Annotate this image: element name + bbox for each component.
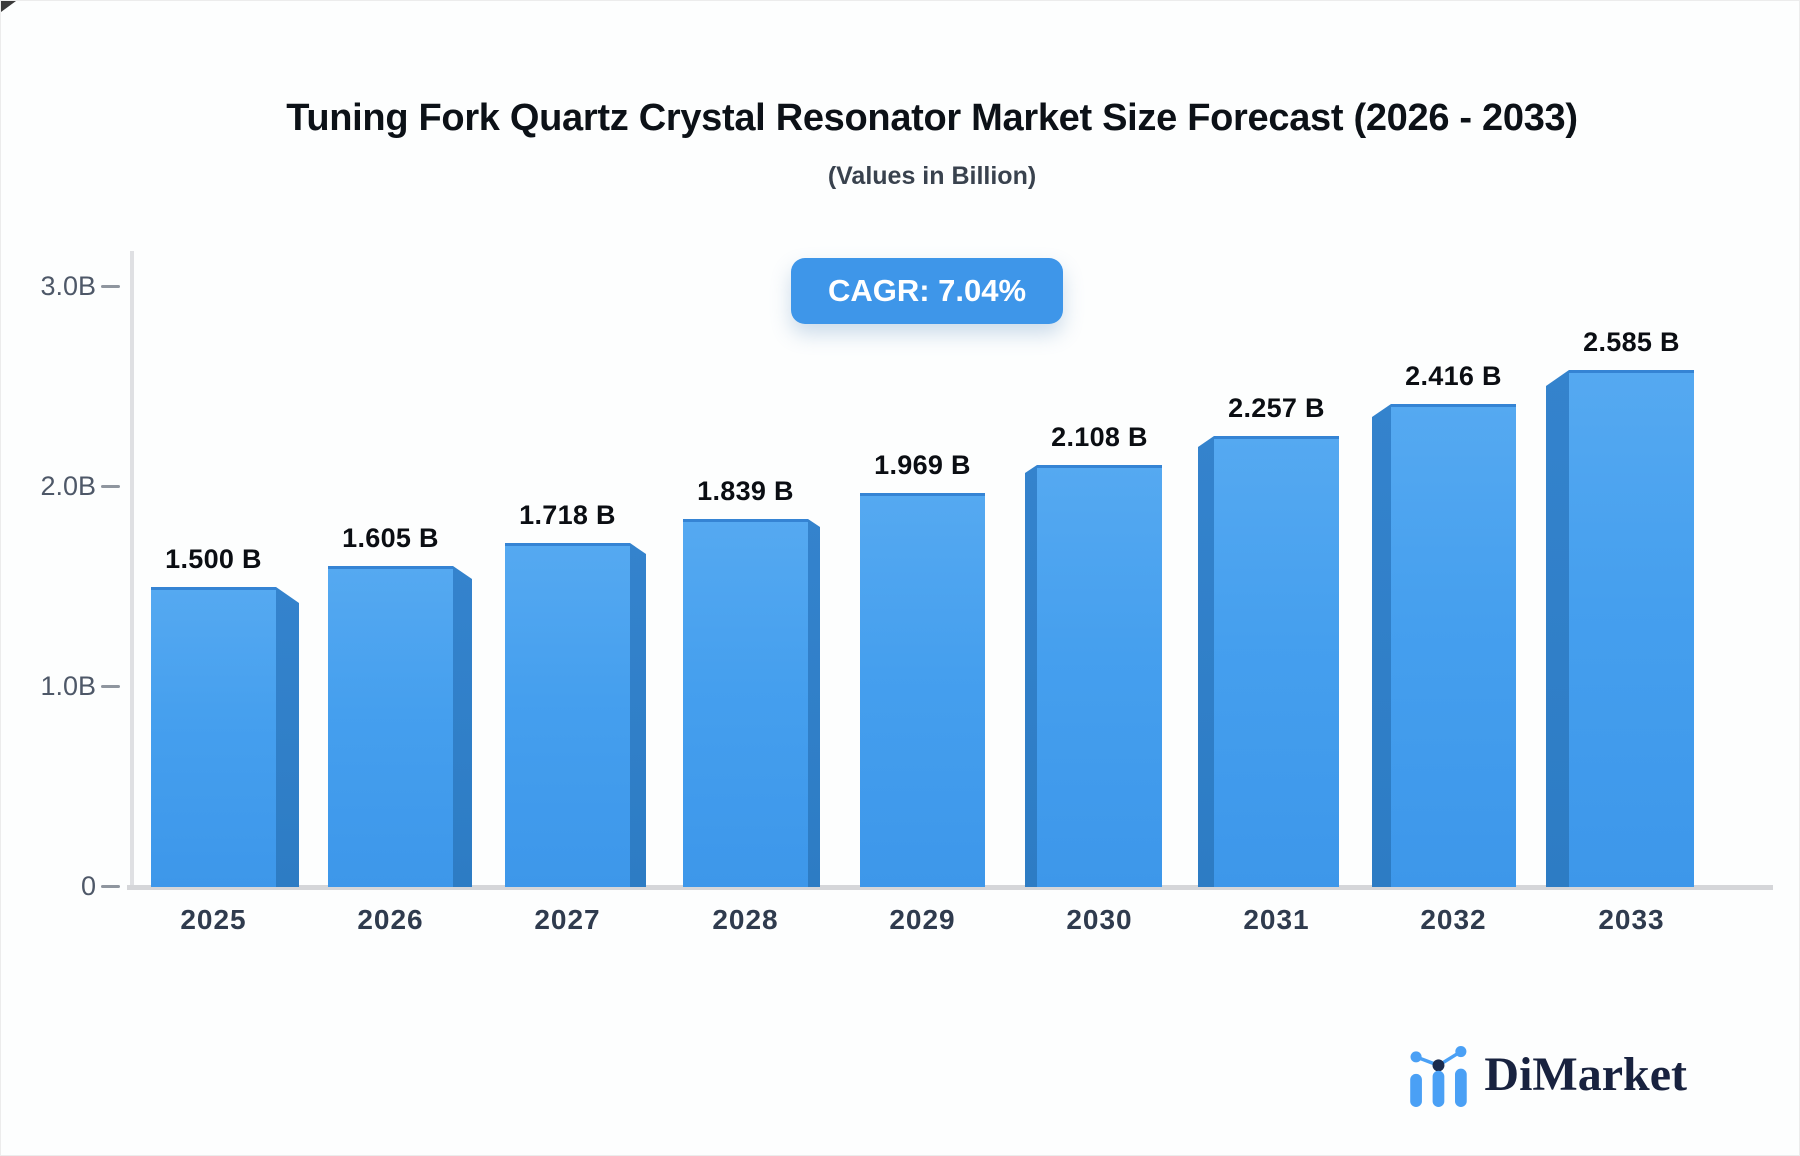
bar-2030 xyxy=(1037,465,1162,887)
y-axis-line xyxy=(130,251,134,889)
cagr-badge: CAGR: 7.04% xyxy=(791,258,1063,324)
x-axis-label-2025: 2025 xyxy=(180,904,247,935)
bar-2029 xyxy=(860,493,985,887)
bar-2031 xyxy=(1214,436,1339,887)
bar-value-label: 1.718 B xyxy=(519,500,616,530)
corner-artifact xyxy=(1,1,16,12)
x-axis-label-2028: 2028 xyxy=(712,904,779,935)
bar-side-face xyxy=(276,587,299,887)
x-axis-line xyxy=(127,885,1773,890)
y-tick-mark xyxy=(101,485,120,488)
x-axis-label-2027: 2027 xyxy=(534,904,601,935)
bar-value-label: 1.605 B xyxy=(342,523,439,553)
chart-subtitle: (Values in Billion) xyxy=(827,162,1037,190)
bar-value-label: 1.500 B xyxy=(165,544,262,574)
bar-value-label: 1.839 B xyxy=(697,476,794,506)
chart-header: Tuning Fork Quartz Crystal Resonator Mar… xyxy=(33,97,1799,191)
x-axis-label-2031: 2031 xyxy=(1243,904,1310,935)
bar-2025 xyxy=(151,587,276,887)
bar-side-face xyxy=(630,543,646,887)
cagr-badge-label: CAGR: 7.04% xyxy=(827,273,1027,308)
bar-side-face xyxy=(1372,404,1391,887)
bar-side-face xyxy=(453,566,472,887)
y-tick-label: 0 xyxy=(80,871,96,901)
y-tick-label: 2.0B xyxy=(40,471,96,501)
bar-chart-sparkline-icon xyxy=(1410,1045,1468,1107)
x-axis-label-2029: 2029 xyxy=(889,904,956,935)
bar-2027 xyxy=(505,543,630,887)
x-axis-label-2026: 2026 xyxy=(357,904,424,935)
bar-value-label: 2.108 B xyxy=(1051,422,1148,452)
y-tick-mark xyxy=(101,685,120,688)
bar-side-face xyxy=(808,519,820,887)
chart-title: Tuning Fork Quartz Crystal Resonator Mar… xyxy=(286,97,1578,139)
dimarket-logo: DiMarket xyxy=(1406,1043,1687,1107)
x-axis-label-2033: 2033 xyxy=(1598,904,1665,935)
y-tick-label: 3.0B xyxy=(40,271,96,301)
bar-side-face xyxy=(1198,436,1214,887)
bar-side-face xyxy=(1546,370,1569,887)
x-axis-label-2032: 2032 xyxy=(1420,904,1487,935)
y-tick-mark xyxy=(101,285,120,288)
bar-value-label: 2.585 B xyxy=(1583,327,1680,357)
bar-2028 xyxy=(683,519,808,887)
bar-value-label: 2.416 B xyxy=(1405,361,1502,391)
bar-2033 xyxy=(1569,370,1694,887)
bar-2026 xyxy=(328,566,453,887)
logo-text: DiMarket xyxy=(1484,1048,1687,1101)
bar-2032 xyxy=(1391,404,1516,887)
y-tick-mark xyxy=(101,885,120,888)
y-tick-label: 1.0B xyxy=(40,671,96,701)
x-axis-label-2030: 2030 xyxy=(1066,904,1133,935)
bar-value-label: 2.257 B xyxy=(1228,393,1325,423)
bar-value-label: 1.969 B xyxy=(874,450,971,480)
bar-side-face xyxy=(1025,465,1037,887)
